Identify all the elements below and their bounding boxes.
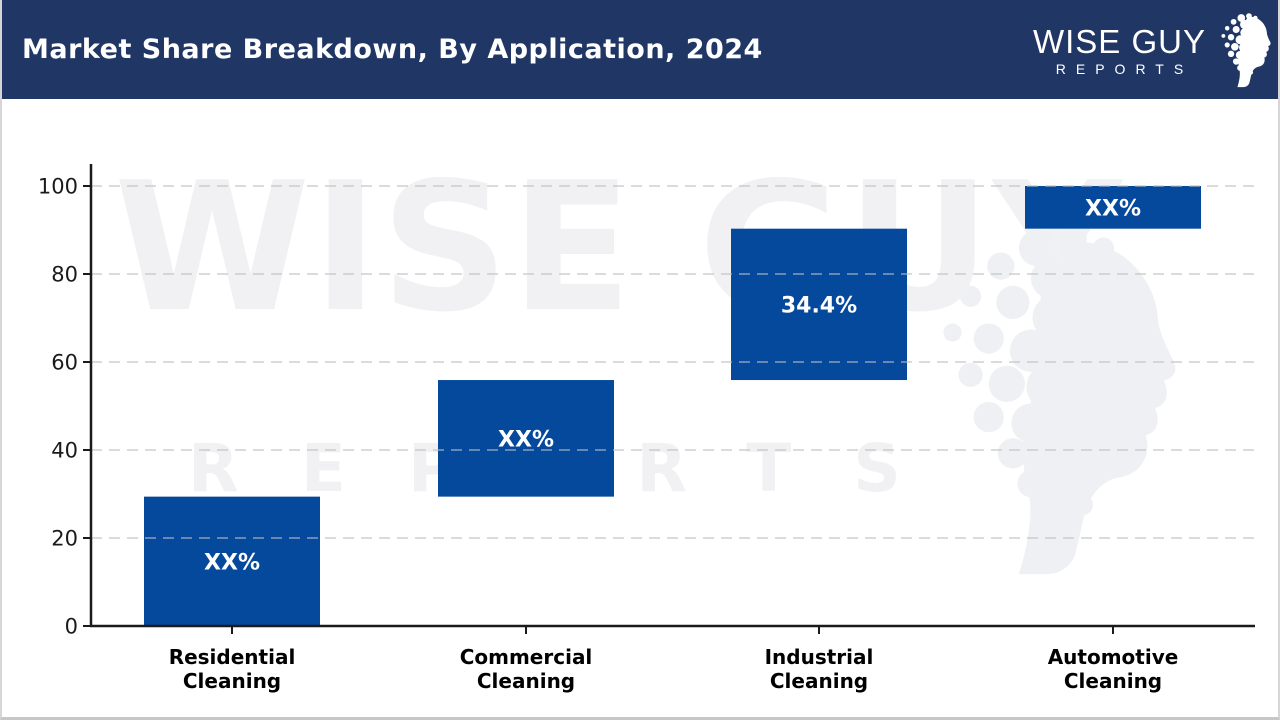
logo-subtitle: REPORTS [1055,60,1194,77]
x-axis-label-automotive-cleaning-line1: Automotive [1048,645,1179,669]
watermark: WISE GUY REPORTS [2,100,1278,717]
chart-canvas: 020406080100ResidentialCleaningCommercia… [38,164,1255,693]
watermark-head-profile-dots-icon [943,225,1176,575]
head-profile-dots-icon [1221,13,1271,88]
x-axis-label-industrial-cleaning-line2: Cleaning [770,669,868,693]
watermark-wordmark: WISE GUY [114,144,1124,351]
x-axis-label-commercial-cleaning-line1: Commercial [460,645,593,669]
y-tick-label-20: 20 [51,527,78,551]
bar-value-label-automotive-cleaning: XX% [1085,196,1141,221]
x-axis-label-commercial-cleaning-line2: Cleaning [477,669,575,693]
bar-industrial-cleaning [731,228,907,381]
wise-guy-logo-text: WISE GUY REPORTS [1033,25,1206,76]
bar-value-label-commercial-cleaning: XX% [498,427,554,452]
bar-value-label-residential-cleaning: XX% [204,550,260,575]
bar-residential-cleaning [144,496,320,626]
y-tick-label-80: 80 [51,263,78,287]
wise-guy-logo: WISE GUY REPORTS [1033,4,1272,96]
x-axis-label-residential-cleaning-line2: Cleaning [183,669,281,693]
header-banner: Market Share Breakdown, By Application, … [2,0,1278,99]
y-tick-label-100: 100 [38,175,78,199]
bar-automotive-cleaning [1025,186,1201,229]
x-axis-label-industrial-cleaning-line1: Industrial [765,645,874,669]
y-tick-label-40: 40 [51,439,78,463]
x-axis-label-residential-cleaning-line1: Residential [169,645,296,669]
y-tick-label-60: 60 [51,351,78,375]
bar-value-label-industrial-cleaning: 34.4% [781,293,857,318]
x-axis-label-automotive-cleaning-line2: Cleaning [1064,669,1162,693]
y-tick-label-0: 0 [65,615,78,639]
chart-title: Market Share Breakdown, By Application, … [22,34,763,65]
logo-wordmark: WISE GUY [1032,22,1206,60]
bar-commercial-cleaning [438,380,614,497]
